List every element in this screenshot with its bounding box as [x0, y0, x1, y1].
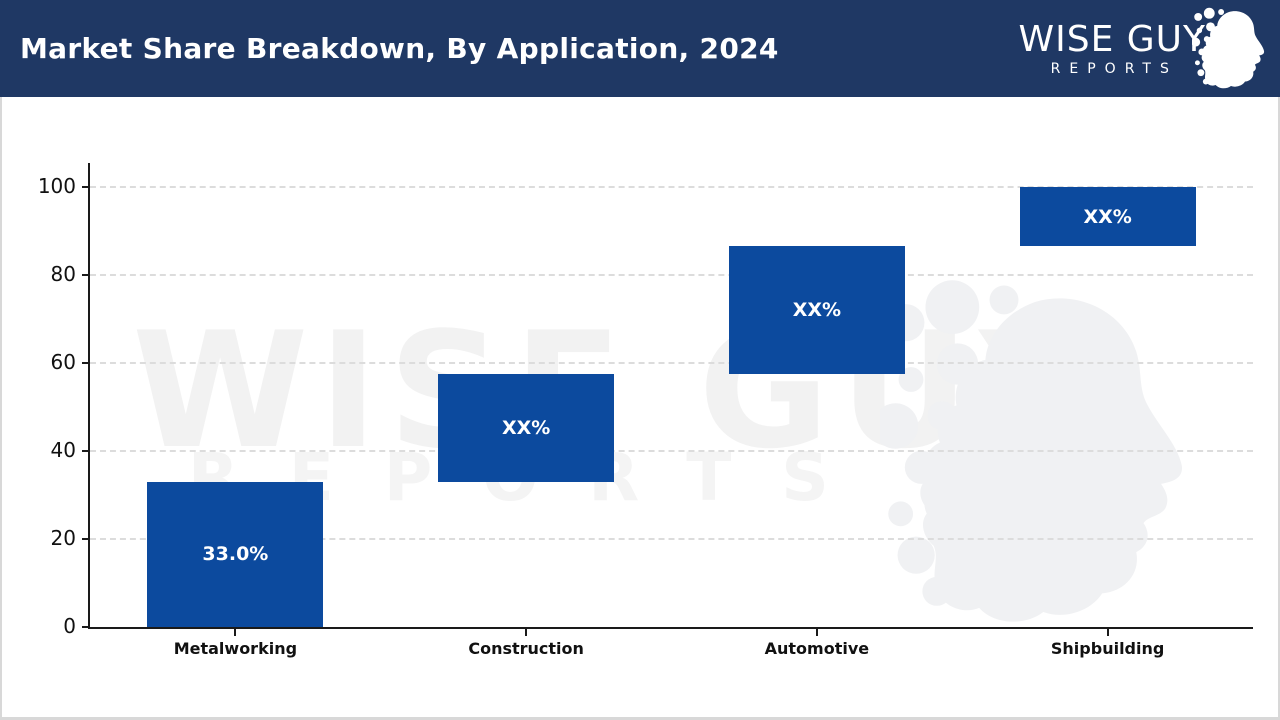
y-tick-mark: [82, 538, 90, 540]
gridline: [90, 450, 1253, 452]
logo-wordmark-line2: REPORTS: [1050, 60, 1178, 77]
y-tick-label: 20: [50, 526, 76, 550]
x-tick-mark: [1106, 629, 1109, 636]
y-tick-label: 80: [50, 262, 76, 286]
category-label: Metalworking: [173, 639, 298, 658]
bar: XX%: [728, 246, 905, 374]
y-tick-mark: [82, 186, 90, 188]
category-label: Construction: [468, 639, 584, 658]
y-tick-mark: [82, 626, 90, 628]
y-tick-mark: [82, 450, 90, 452]
header: Market Share Breakdown, By Application, …: [0, 0, 1280, 97]
x-tick-mark: [234, 629, 237, 636]
chart-area: WISE GUY REPORTS 02040608010033.0%Metalw…: [0, 97, 1280, 720]
bar-value-label: XX%: [1083, 205, 1132, 228]
gridline: [90, 186, 1253, 188]
category-label: Automotive: [764, 639, 870, 658]
y-tick-label: 60: [50, 350, 76, 374]
x-axis-line: [88, 627, 1253, 629]
chart-title: Market Share Breakdown, By Application, …: [20, 32, 779, 65]
gridline: [90, 362, 1253, 364]
logo-face-icon: [1192, 7, 1265, 89]
bar: XX%: [438, 374, 615, 482]
bar-value-label: XX%: [792, 299, 842, 322]
y-tick-label: 40: [50, 438, 76, 462]
y-tick-label: 0: [63, 614, 76, 638]
y-axis-line: [88, 163, 90, 629]
bar-value-label: XX%: [501, 416, 551, 439]
bar: XX%: [1019, 187, 1196, 247]
logo-wordmark: WISE GUY REPORTS: [1019, 21, 1207, 77]
y-tick-mark: [82, 274, 90, 276]
wise-guy-logo: WISE GUY REPORTS: [1019, 6, 1267, 92]
y-tick-label: 100: [37, 174, 76, 198]
bar-value-label: 33.0%: [202, 543, 269, 566]
bar: 33.0%: [147, 481, 324, 627]
y-tick-mark: [82, 362, 90, 364]
logo-wordmark-line1: WISE GUY: [1018, 19, 1206, 61]
x-tick-mark: [815, 629, 818, 636]
gridline: [90, 274, 1253, 276]
category-label: Shipbuilding: [1050, 639, 1165, 658]
x-tick-mark: [525, 629, 528, 636]
watermark-face-icon: [880, 280, 1182, 622]
gridline: [90, 538, 1253, 540]
